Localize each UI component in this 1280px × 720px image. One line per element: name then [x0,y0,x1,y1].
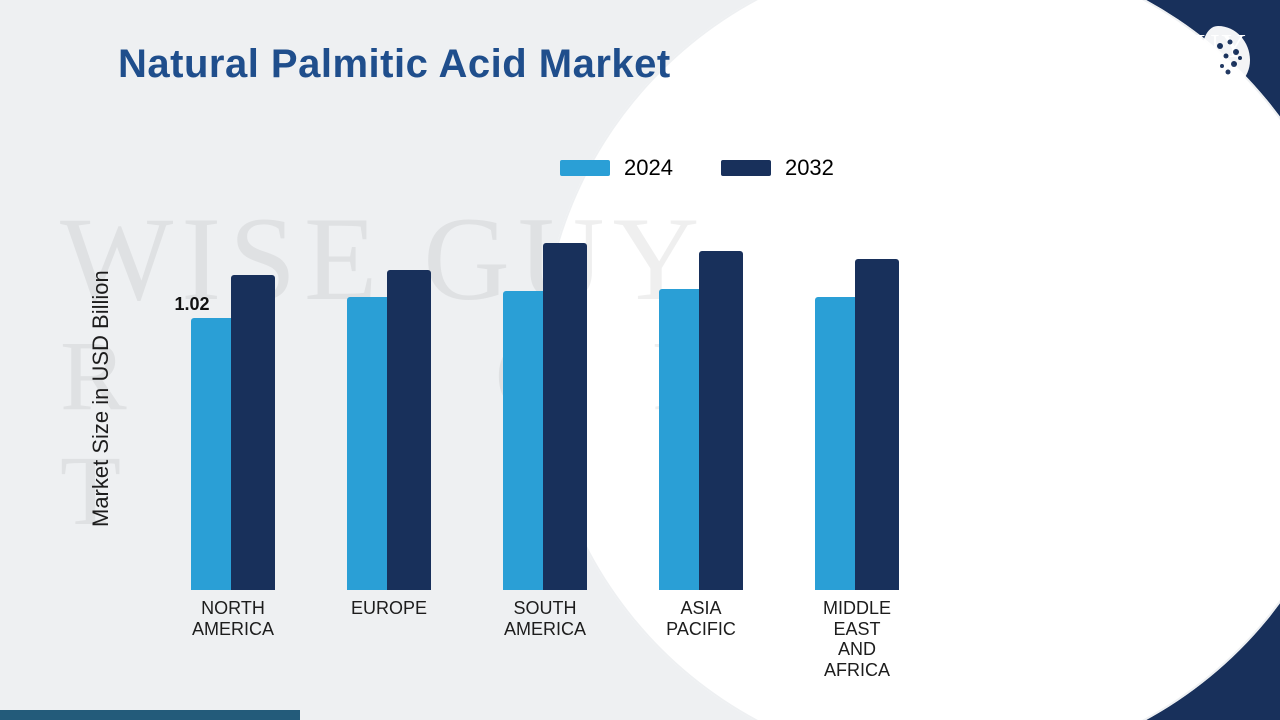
y-axis-label: Market Size in USD Billion [88,270,114,527]
x-axis-label: NORTH AMERICA [155,598,311,639]
chart-area: Market Size in USD Billion 1.02 NORTH AM… [60,160,940,590]
accent-bar [0,710,300,720]
bar-2032 [387,270,431,590]
bar-2024: 1.02 [191,318,235,590]
bar-2032 [231,275,275,590]
bar-2024 [815,297,859,590]
bar-2024 [347,297,391,590]
ai-head-icon [1184,22,1254,102]
bar-group [311,270,467,590]
x-axis-label: SOUTH AMERICA [467,598,623,639]
plot-area: 1.02 NORTH AMERICAEUROPESOUTH AMERICAASI… [155,190,935,590]
bar-group [779,259,935,590]
bar-2032 [855,259,899,590]
bar-2024 [659,289,703,590]
bar-2032 [543,243,587,590]
bar-group [467,243,623,590]
bar-group: 1.02 [155,275,311,590]
x-axis-label: EUROPE [311,598,467,619]
chart-canvas: { "title": "Natural Palmitic Acid Market… [0,0,1280,720]
x-axis-label: MIDDLE EAST AND AFRICA [779,598,935,681]
brand-logo: WISE GUY R E P O R T S [1025,28,1248,82]
value-label: 1.02 [174,294,209,315]
chart-title: Natural Palmitic Acid Market [118,42,671,87]
bar-2032 [699,251,743,590]
x-axis-label: ASIA PACIFIC [623,598,779,639]
bar-groups: 1.02 [155,190,935,590]
bar-group [623,251,779,590]
bar-2024 [503,291,547,590]
